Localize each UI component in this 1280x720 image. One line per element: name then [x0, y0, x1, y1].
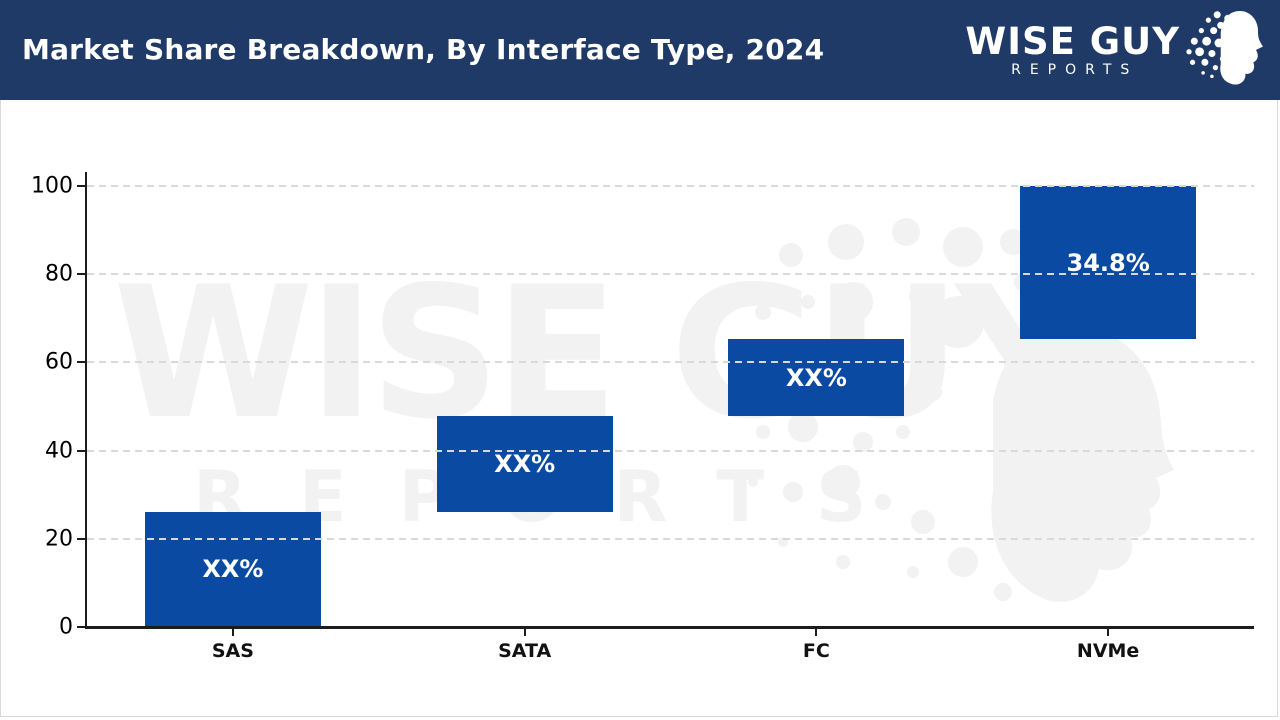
chart-canvas: WISE GUY REPORTS XX%SASXX%SATAXX%FC34.8%…: [0, 100, 1278, 717]
gridline-20: [87, 537, 1254, 540]
bar-fc: [728, 339, 905, 417]
chart-title: Market Share Breakdown, By Interface Typ…: [22, 33, 825, 66]
x-axis-label-fc: FC: [802, 640, 830, 662]
y-tick-mark: [77, 449, 85, 452]
bar-value-label-fc: XX%: [785, 363, 847, 392]
logo-wordmark: WISE GUY: [965, 20, 1180, 63]
bar-value-label-nvme: 34.8%: [1066, 248, 1150, 277]
x-axis-label-nvme: NVMe: [1076, 640, 1140, 662]
gridline-60: [87, 361, 1254, 364]
bar-sas: [144, 511, 321, 627]
bar-sata: [436, 416, 613, 512]
y-tick-label-80: 80: [45, 261, 73, 287]
x-tick-mark: [1107, 629, 1110, 636]
logo-text: WISE GUY REPORTS: [965, 23, 1180, 77]
bar-value-label-sas: XX%: [202, 555, 264, 584]
y-tick-label-0: 0: [59, 614, 73, 640]
y-tick-label-60: 60: [45, 349, 73, 375]
y-tick-label-40: 40: [45, 438, 73, 464]
y-tick-mark: [77, 361, 85, 364]
x-axis-label-sata: SATA: [498, 640, 552, 662]
bar-value-label-sata: XX%: [494, 450, 556, 479]
y-tick-label-100: 100: [31, 173, 73, 199]
logo-face-icon: [1186, 11, 1263, 85]
y-tick-mark: [77, 626, 85, 628]
x-tick-mark: [815, 629, 818, 636]
logo-subtext: REPORTS: [1011, 62, 1139, 78]
x-axis-line: [85, 626, 1254, 629]
gridline-100: [87, 185, 1254, 187]
gridline-40: [87, 449, 1254, 452]
wiseguy-logo: WISE GUY REPORTS: [965, 0, 1270, 100]
header-bar: Market Share Breakdown, By Interface Typ…: [0, 0, 1280, 100]
x-tick-mark: [231, 629, 234, 636]
y-tick-mark: [77, 273, 85, 276]
y-tick-mark: [77, 185, 85, 187]
x-tick-mark: [523, 629, 526, 636]
bar-nvme: [1020, 186, 1197, 340]
x-axis-label-sas: SAS: [211, 640, 254, 662]
gridline-80: [87, 273, 1254, 276]
y-axis-line: [85, 172, 87, 629]
y-tick-label-20: 20: [45, 526, 73, 552]
y-tick-mark: [77, 537, 85, 540]
watermark-face-icon: [748, 218, 1174, 602]
